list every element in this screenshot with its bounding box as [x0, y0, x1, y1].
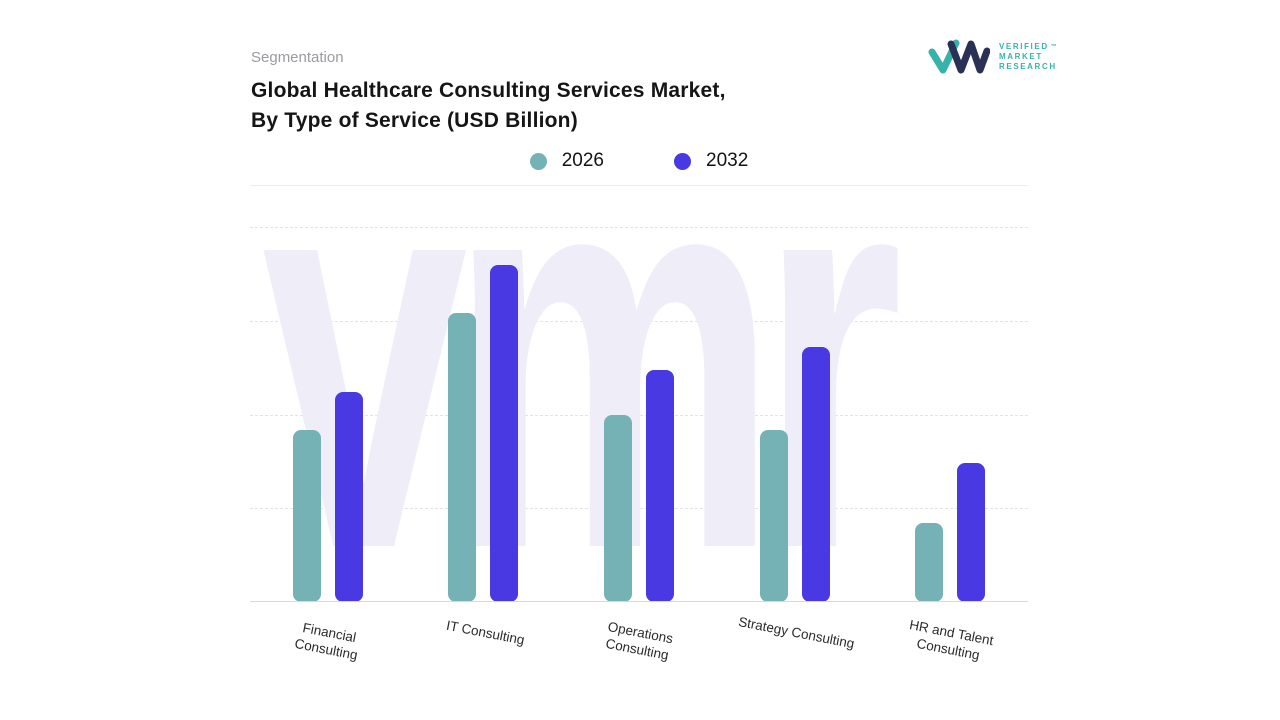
bar-groups: [250, 227, 1028, 602]
segmentation-label: Segmentation: [251, 49, 344, 66]
bar-2032-category-1[interactable]: [490, 264, 519, 602]
gridline: [250, 320, 1028, 322]
x-axis-label: Financial Consulting: [293, 620, 359, 663]
vmr-logo-text: VERIFIED ™ MARKET RESEARCH: [999, 42, 1058, 72]
bar-group: [250, 227, 406, 602]
legend-dot-2026: [529, 152, 547, 170]
chart-legend: 2026 2032: [250, 150, 1028, 172]
vmr-logo-mark-icon: [928, 39, 990, 74]
logo-line-research: RESEARCH: [999, 62, 1057, 71]
page-title-line1: Global Healthcare Consulting Services Ma…: [251, 79, 726, 102]
x-axis-label: IT Consulting: [444, 617, 526, 648]
bar-2032-category-3[interactable]: [801, 347, 830, 602]
logo-line-market: MARKET: [999, 52, 1043, 61]
bar-2026-category-0[interactable]: [292, 429, 321, 602]
bar-group: [406, 227, 562, 602]
legend-dot-2032: [674, 152, 691, 170]
gridline: [250, 227, 1028, 228]
page-title-line2: By Type of Service (USD Billion): [251, 109, 578, 132]
legend-label-2032: 2032: [706, 150, 749, 171]
bar-2026-category-1[interactable]: [448, 313, 477, 602]
legend-item-2026[interactable]: 2026: [529, 150, 604, 172]
gridline: [250, 508, 1028, 510]
x-axis-label: Operations Consulting: [604, 618, 675, 663]
x-axis-labels: Financial Consulting IT Consulting Operatio…: [250, 614, 1028, 663]
x-axis-label: Strategy Consulting: [736, 614, 856, 652]
bar-2026-category-4[interactable]: [915, 523, 944, 602]
bar-2032-category-2[interactable]: [645, 369, 674, 602]
bar-2026-category-3[interactable]: [759, 429, 788, 602]
bar-group: [872, 227, 1028, 602]
legend-item-2032[interactable]: 2032: [674, 150, 748, 172]
x-axis-label: HR and Talent Consulting: [908, 617, 996, 663]
legend-label-2026: 2026: [561, 150, 604, 171]
bar-group: [561, 227, 717, 602]
vmr-logo: VERIFIED ™ MARKET RESEARCH: [928, 38, 1058, 76]
plot-area: vmr: [250, 227, 1028, 602]
bar-2026-category-2[interactable]: [603, 414, 632, 602]
bar-2032-category-4[interactable]: [957, 463, 986, 602]
bar-group: [717, 227, 873, 602]
logo-line-verified: VERIFIED: [999, 42, 1049, 51]
bar-2032-category-0[interactable]: [334, 392, 363, 602]
trademark-symbol: ™: [1050, 44, 1059, 50]
x-axis-line: [250, 601, 1028, 602]
header-separator: [250, 185, 1028, 186]
vmr-watermark: vmr: [262, 227, 903, 602]
gridline: [250, 414, 1028, 416]
page-title: Global Healthcare Consulting Services Ma…: [251, 76, 726, 136]
